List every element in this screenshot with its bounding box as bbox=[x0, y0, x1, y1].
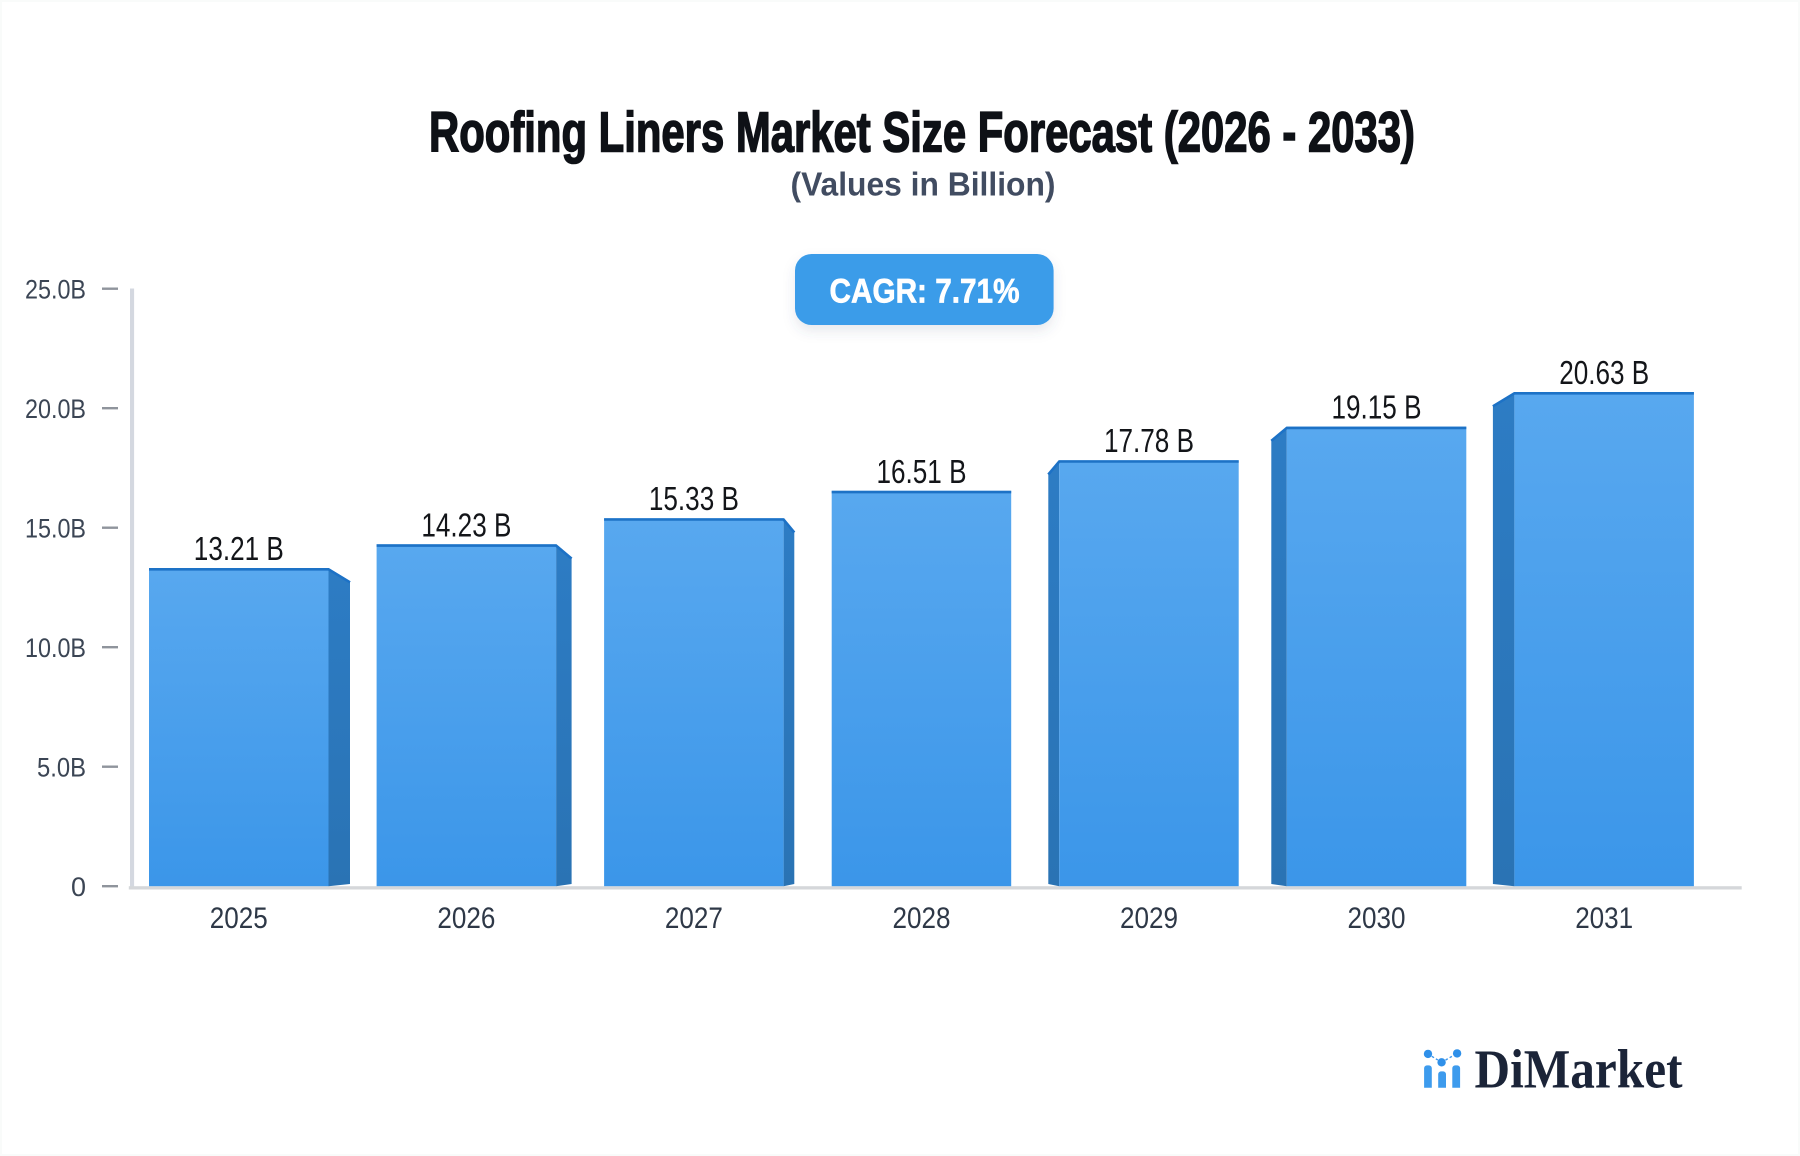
svg-text:0: 0 bbox=[71, 872, 86, 902]
svg-text:15.0B: 15.0B bbox=[25, 514, 86, 544]
svg-text:Roofing Liners Market Size For: Roofing Liners Market Size Forecast (202… bbox=[429, 101, 1415, 165]
svg-text:CAGR: 7.71%: CAGR: 7.71% bbox=[830, 273, 1020, 311]
svg-text:16.51 B: 16.51 B bbox=[877, 453, 967, 490]
svg-text:(Values in Billion): (Values in Billion) bbox=[791, 167, 1056, 204]
svg-text:2026: 2026 bbox=[437, 902, 495, 935]
svg-text:17.78 B: 17.78 B bbox=[1104, 422, 1194, 459]
svg-text:DiMarket: DiMarket bbox=[1475, 1039, 1684, 1100]
svg-text:19.15 B: 19.15 B bbox=[1332, 389, 1422, 426]
svg-text:10.0B: 10.0B bbox=[25, 633, 86, 663]
svg-text:20.63 B: 20.63 B bbox=[1559, 354, 1649, 391]
svg-text:14.23 B: 14.23 B bbox=[421, 506, 511, 543]
svg-text:25.0B: 25.0B bbox=[25, 275, 86, 305]
svg-text:2030: 2030 bbox=[1348, 902, 1406, 935]
svg-text:15.33 B: 15.33 B bbox=[649, 480, 739, 517]
svg-text:2028: 2028 bbox=[893, 902, 951, 935]
svg-text:13.21 B: 13.21 B bbox=[194, 530, 284, 567]
svg-text:2027: 2027 bbox=[665, 902, 723, 935]
svg-text:2025: 2025 bbox=[210, 902, 268, 935]
svg-text:20.0B: 20.0B bbox=[25, 394, 86, 424]
svg-text:2031: 2031 bbox=[1575, 902, 1633, 935]
svg-text:5.0B: 5.0B bbox=[37, 753, 86, 783]
svg-text:2029: 2029 bbox=[1120, 902, 1178, 935]
